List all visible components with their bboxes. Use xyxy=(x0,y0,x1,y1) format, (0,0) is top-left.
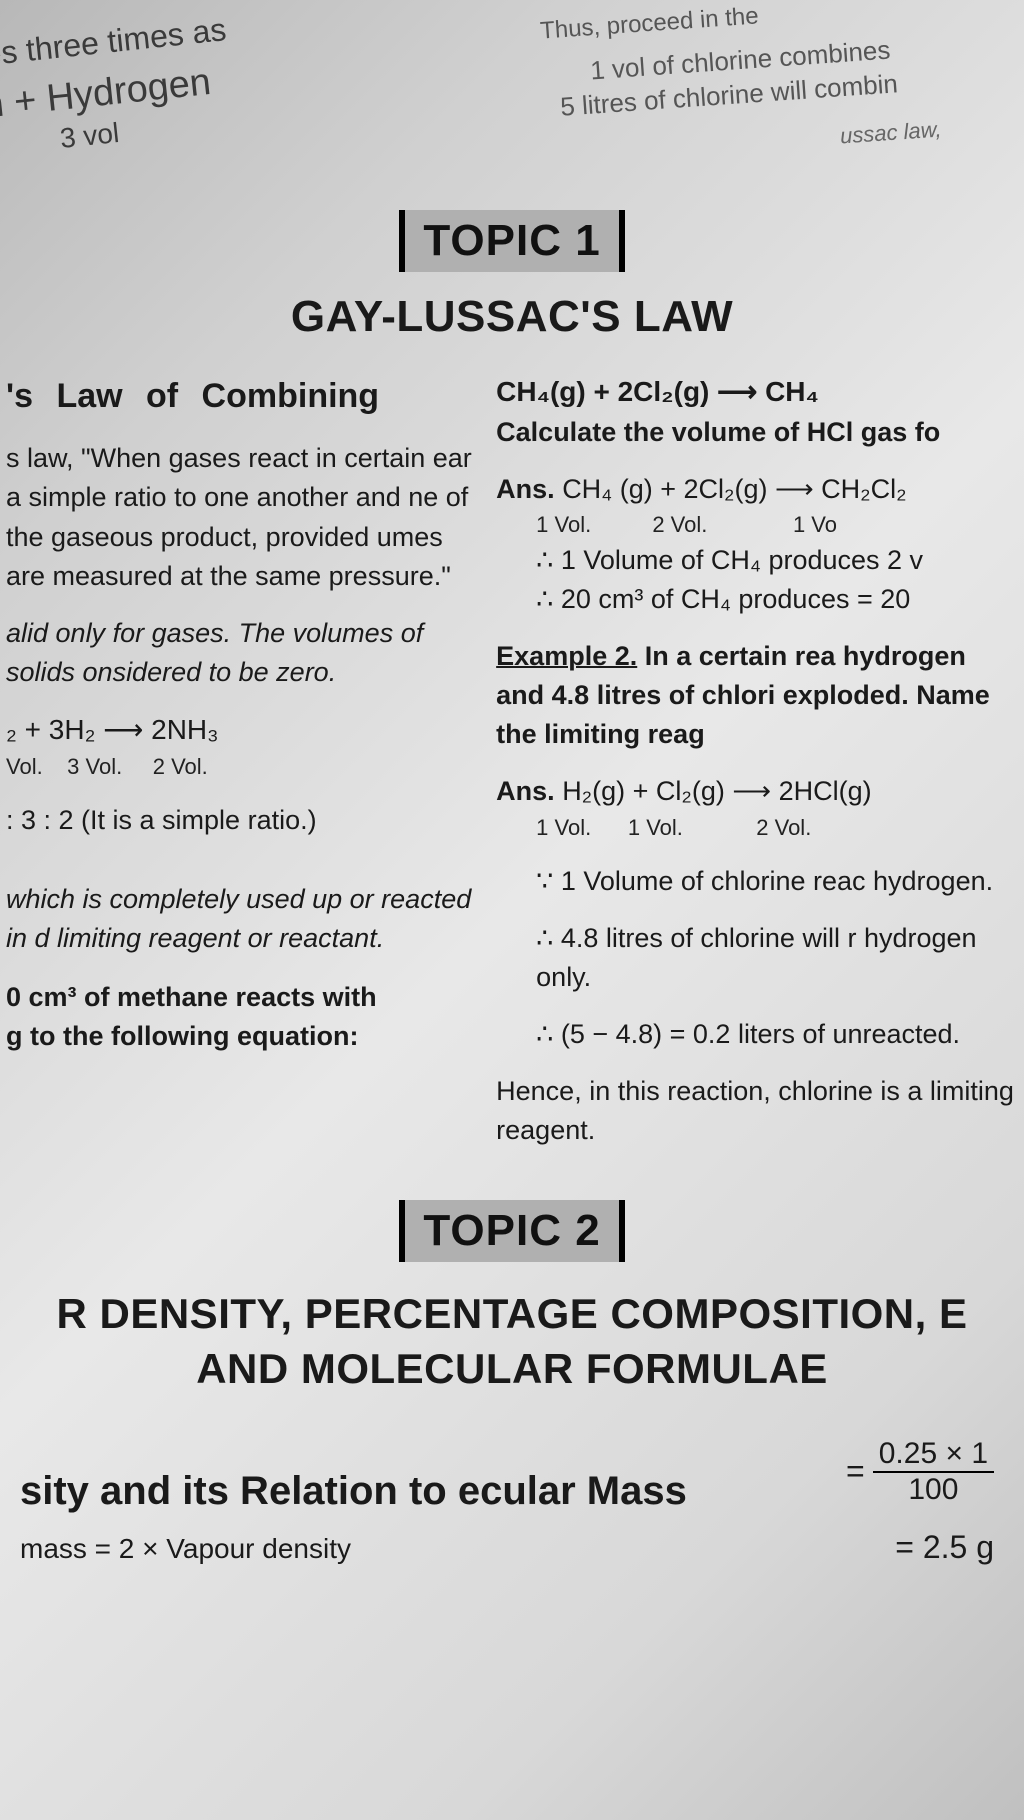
calculation-block: = 0.25 × 1 100 = 2.5 g xyxy=(846,1437,1004,1566)
density-subtitle: sity and its Relation to ecular Mass xyxy=(20,1467,687,1515)
example-2: Example 2. In a certain rea hydrogen and… xyxy=(496,637,1018,754)
ratio-note: : 3 : 2 (It is a simple ratio.) xyxy=(6,801,478,840)
topic-2-title: R DENSITY, PERCENTAGE COMPOSITION, E AND… xyxy=(0,1287,1024,1396)
scatter-text: Thus, proceed in the xyxy=(539,2,759,45)
methane-question: 0 cm³ of methane reacts with g to the fo… xyxy=(6,978,478,1056)
because-line: ∵ 1 Volume of chlorine reac hydrogen. xyxy=(496,862,1018,901)
ans-label-2: Ans. xyxy=(496,776,555,806)
background-scatter: ives three times as nen + Hydrogen 3 vol… xyxy=(0,20,1024,200)
density-section: sity and its Relation to ecular Mass mas… xyxy=(20,1437,687,1565)
calculate-question: Calculate the volume of HCl gas fo xyxy=(496,413,1018,452)
right-column: CH₄(g) + 2Cl₂(g) ⟶ CH₄ Calculate the vol… xyxy=(496,372,1018,1150)
vapour-density-formula: mass = 2 × Vapour density xyxy=(20,1533,687,1565)
result-value: = 2.5 g xyxy=(846,1529,994,1566)
therefore-line-4: ∴ (5 − 4.8) = 0.2 liters of unreacted. xyxy=(496,1015,1018,1054)
note-gases-only: alid only for gases. The volumes of soli… xyxy=(6,614,478,692)
hcl-volumes: 1 Vol. 1 Vol. 2 Vol. xyxy=(496,812,1018,844)
ammonia-equation: ₂ + 3H₂ ⟶ 2NH₃ Vol. 3 Vol. 2 Vol. xyxy=(6,710,478,782)
answer-block-1: Ans. CH₄ (g) + 2Cl₂(g) ⟶ CH₂Cl₂ 1 Vol. 2… xyxy=(496,470,1018,619)
fraction: 0.25 × 1 100 xyxy=(873,1437,994,1507)
left-column: 's Law of Combining s law, "When gases r… xyxy=(6,372,478,1150)
example-2-label: Example 2. xyxy=(496,641,637,671)
scatter-text: 3 vol xyxy=(58,117,120,155)
limiting-reagent-def: which is completely used up or reacted i… xyxy=(6,880,478,958)
answer-equation: CH₄ (g) + 2Cl₂(g) ⟶ CH₂Cl₂ xyxy=(562,474,906,504)
equation-volumes: Vol. 3 Vol. 2 Vol. xyxy=(6,751,478,783)
therefore-line-1: ∴ 1 Volume of CH₄ produces 2 v xyxy=(496,541,1018,580)
law-of-combining-heading: 's Law of Combining xyxy=(6,372,478,421)
topic-1-label: TOPIC 1 xyxy=(399,210,624,272)
scatter-text: ussac law, xyxy=(839,116,942,149)
therefore-line-2: ∴ 20 cm³ of CH₄ produces = 20 xyxy=(496,580,1018,619)
equation-line: ₂ + 3H₂ ⟶ 2NH₃ xyxy=(6,710,478,751)
topic-2-label: TOPIC 2 xyxy=(399,1200,624,1262)
equals-sign: = xyxy=(846,1453,865,1490)
conclusion-line: Hence, in this reaction, chlorine is a l… xyxy=(496,1072,1018,1150)
law-definition: s law, "When gases react in certain ear … xyxy=(6,439,478,596)
topic-1-title: GAY-LUSSAC'S LAW xyxy=(0,292,1024,342)
therefore-line-3: ∴ 4.8 litres of chlorine will r hydrogen… xyxy=(496,919,1018,997)
equation-ch4-cl2: CH₄(g) + 2Cl₂(g) ⟶ CH₄ xyxy=(496,372,1018,413)
ans-label: Ans. xyxy=(496,474,555,504)
hcl-equation: H₂(g) + Cl₂(g) ⟶ 2HCl(g) xyxy=(562,776,871,806)
answer-block-2: Ans. H₂(g) + Cl₂(g) ⟶ 2HCl(g) 1 Vol. 1 V… xyxy=(496,772,1018,1150)
answer-volumes: 1 Vol. 2 Vol. 1 Vo xyxy=(496,509,1018,541)
